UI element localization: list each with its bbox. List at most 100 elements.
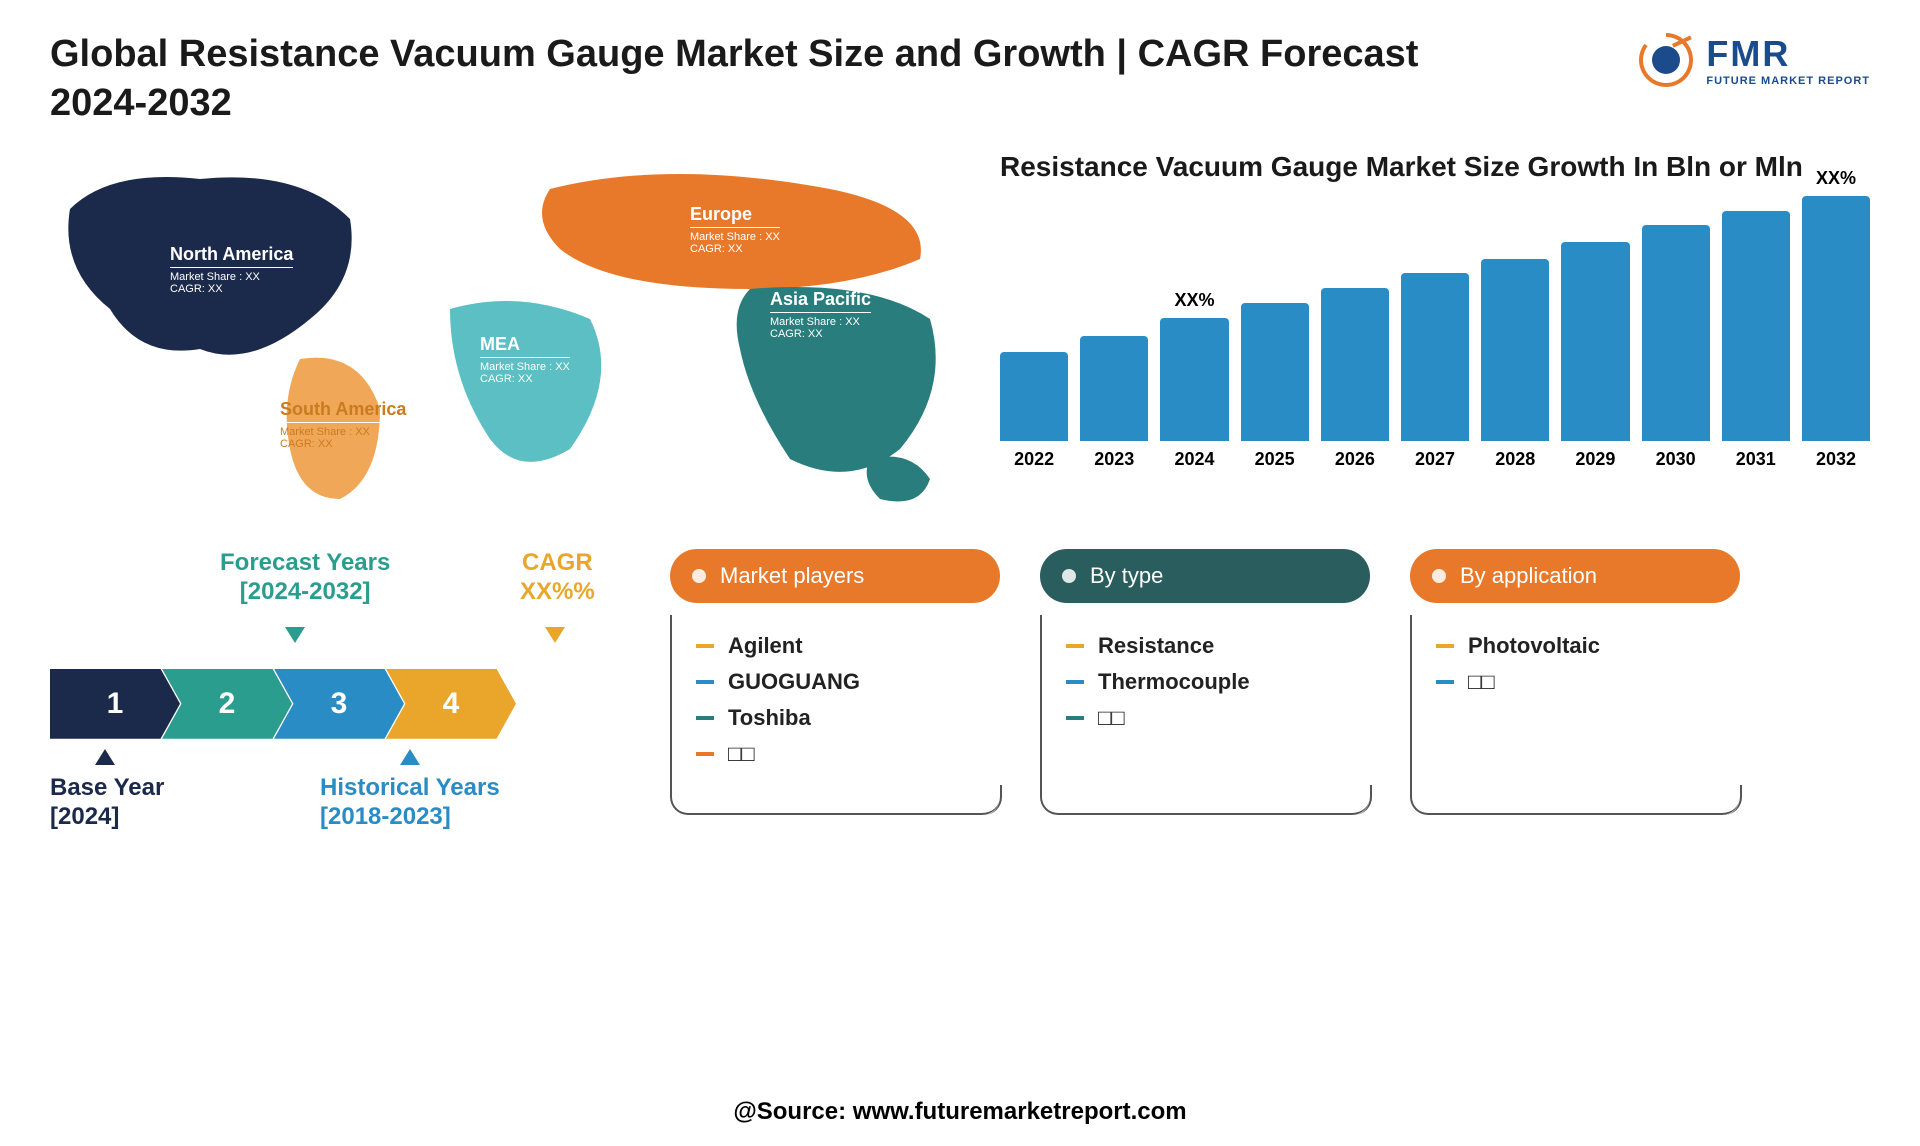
bar-2023: 2023 — [1080, 336, 1148, 470]
list-item: GUOGUANG — [696, 669, 1000, 695]
region-cagr: CAGR: XX — [170, 283, 293, 295]
hist-arrow-icon — [400, 749, 420, 765]
source-attribution: @Source: www.futuremarketreport.com — [733, 1098, 1186, 1126]
region-asia-pacific: Asia Pacific Market Share : XX CAGR: XX — [770, 289, 871, 340]
bar-fill — [1481, 259, 1549, 441]
hist-t2: [2018-2023] — [320, 803, 500, 832]
cagr-t2: XX%% — [520, 578, 595, 607]
list-item: Resistance — [1066, 633, 1370, 659]
brand-logo: FMR FUTURE MARKET REPORT — [1636, 30, 1870, 90]
item-marker-icon — [1066, 716, 1084, 720]
region-mea: MEA Market Share : XX CAGR: XX — [480, 334, 570, 385]
bar-year-label: 2023 — [1094, 449, 1134, 470]
list-item: □□ — [1436, 669, 1740, 695]
bar-year-label: 2028 — [1495, 449, 1535, 470]
cagr-label: CAGR XX%% — [520, 549, 595, 607]
region-share: Market Share : XX — [770, 316, 871, 328]
list-item: Photovoltaic — [1436, 633, 1740, 659]
cagr-t1: CAGR — [520, 549, 595, 578]
bar-2028: 2028 — [1481, 259, 1549, 470]
category-title: By application — [1460, 563, 1597, 589]
timeline-step-1: 1 — [50, 669, 180, 739]
category-body: Resistance Thermocouple □□ — [1040, 615, 1370, 815]
region-name: North America — [170, 244, 293, 268]
hist-label: Historical Years [2018-2023] — [320, 774, 500, 832]
bar-2024: XX% 2024 — [1160, 318, 1228, 470]
hist-t1: Historical Years — [320, 774, 500, 803]
bar-2022: 2022 — [1000, 352, 1068, 470]
chart-title: Resistance Vacuum Gauge Market Size Grow… — [1000, 149, 1870, 185]
bar-2031: 2031 — [1722, 211, 1790, 470]
category-body: Photovoltaic □□ — [1410, 615, 1740, 815]
category-header: Market players — [670, 549, 1000, 603]
item-marker-icon — [1436, 680, 1454, 684]
bar-year-label: 2025 — [1255, 449, 1295, 470]
forecast-label: Forecast Years [2024-2032] — [220, 549, 390, 607]
list-item: □□ — [1066, 705, 1370, 731]
region-share: Market Share : XX — [690, 231, 780, 243]
list-item: Thermocouple — [1066, 669, 1370, 695]
item-marker-icon — [696, 752, 714, 756]
bar-fill — [1080, 336, 1148, 441]
bar-year-label: 2026 — [1335, 449, 1375, 470]
bar-2032: XX% 2032 — [1802, 196, 1870, 471]
bar-year-label: 2032 — [1816, 449, 1856, 470]
timeline-step-2: 2 — [162, 669, 292, 739]
world-map: North America Market Share : XX CAGR: XX… — [50, 149, 970, 509]
item-marker-icon — [696, 680, 714, 684]
category-body: Agilent GUOGUANG Toshiba □□ — [670, 615, 1000, 815]
region-name: Europe — [690, 204, 780, 228]
header-dot-icon — [1432, 569, 1446, 583]
item-label: Photovoltaic — [1468, 633, 1600, 659]
item-label: □□ — [1468, 669, 1495, 695]
bar-fill: XX% — [1802, 196, 1870, 442]
bar-year-label: 2029 — [1575, 449, 1615, 470]
bar-2030: 2030 — [1642, 225, 1710, 470]
list-item: Agilent — [696, 633, 1000, 659]
timeline-steps: 1234 — [50, 669, 516, 739]
forecast-arrow-icon — [285, 627, 305, 643]
bar-2026: 2026 — [1321, 288, 1389, 471]
region-share: Market Share : XX — [280, 426, 406, 438]
forecast-t2: [2024-2032] — [220, 578, 390, 607]
base-t2: [2024] — [50, 803, 164, 832]
item-marker-icon — [1066, 644, 1084, 648]
bar-chart: 2022 2023 XX% 2024 2025 2026 2027 2028 2… — [1000, 200, 1870, 470]
category-title: Market players — [720, 563, 864, 589]
bar-fill — [1000, 352, 1068, 441]
item-label: GUOGUANG — [728, 669, 860, 695]
list-item: Toshiba — [696, 705, 1000, 731]
logo-fmr-text: FMR — [1706, 33, 1870, 75]
region-cagr: CAGR: XX — [770, 328, 871, 340]
region-north-america: North America Market Share : XX CAGR: XX — [170, 244, 293, 295]
bar-year-label: 2022 — [1014, 449, 1054, 470]
bar-fill — [1722, 211, 1790, 441]
bar-fill: XX% — [1160, 318, 1228, 441]
bar-2027: 2027 — [1401, 273, 1469, 470]
item-label: Toshiba — [728, 705, 811, 731]
bar-2025: 2025 — [1241, 303, 1309, 470]
item-label: Agilent — [728, 633, 803, 659]
category-header: By type — [1040, 549, 1370, 603]
category-columns: Market players Agilent GUOGUANG Toshiba … — [670, 549, 1740, 829]
region-cagr: CAGR: XX — [280, 438, 406, 450]
logo-subtitle: FUTURE MARKET REPORT — [1706, 75, 1870, 87]
bar-fill — [1561, 242, 1629, 441]
header-dot-icon — [692, 569, 706, 583]
item-marker-icon — [696, 716, 714, 720]
bar-fill — [1642, 225, 1710, 441]
region-share: Market Share : XX — [480, 361, 570, 373]
item-marker-icon — [1066, 680, 1084, 684]
timeline-step-3: 3 — [274, 669, 404, 739]
category-header: By application — [1410, 549, 1740, 603]
item-marker-icon — [696, 644, 714, 648]
item-label: Thermocouple — [1098, 669, 1250, 695]
cagr-arrow-icon — [545, 627, 565, 643]
page-title: Global Resistance Vacuum Gauge Market Si… — [50, 30, 1500, 129]
bar-year-label: 2027 — [1415, 449, 1455, 470]
item-label: Resistance — [1098, 633, 1214, 659]
bar-fill — [1401, 273, 1469, 441]
forecast-t1: Forecast Years — [220, 549, 390, 578]
header-dot-icon — [1062, 569, 1076, 583]
bar-year-label: 2030 — [1656, 449, 1696, 470]
